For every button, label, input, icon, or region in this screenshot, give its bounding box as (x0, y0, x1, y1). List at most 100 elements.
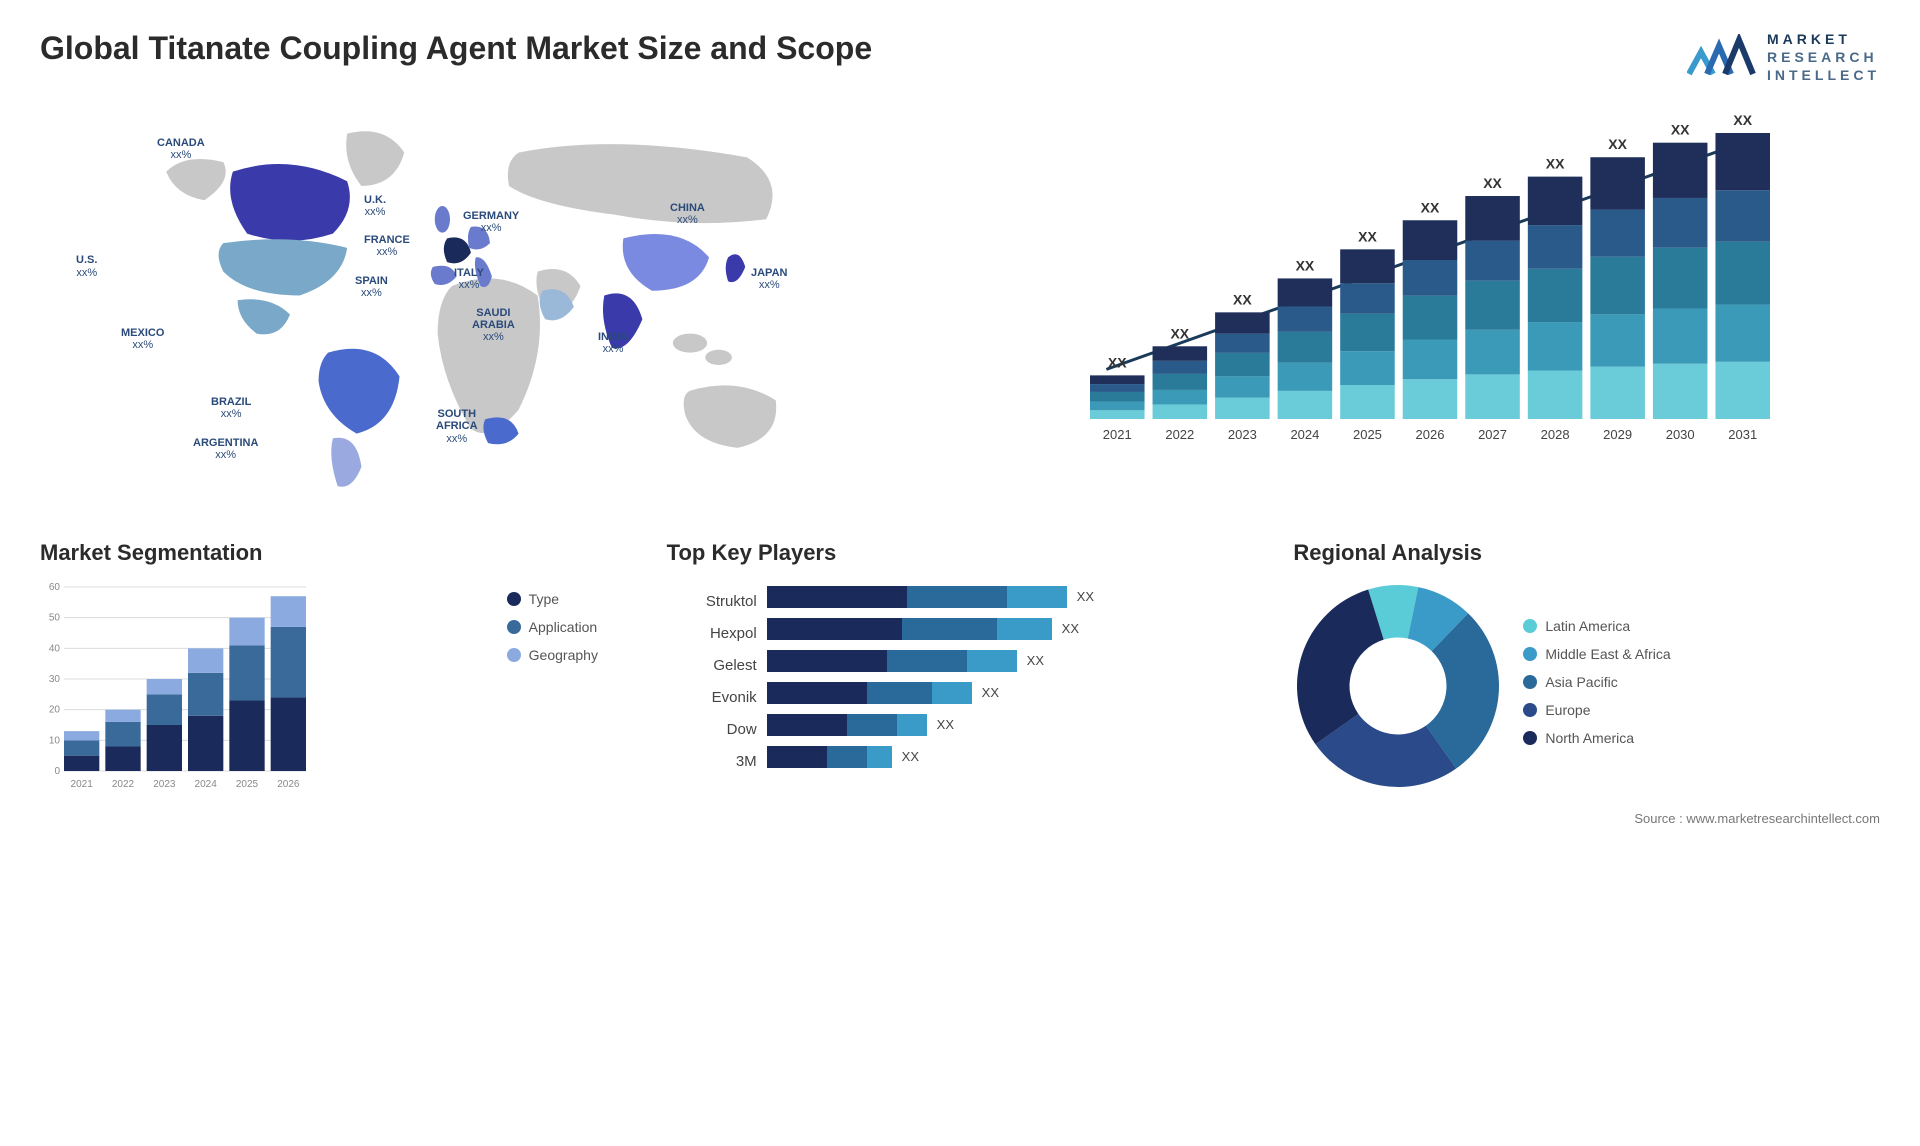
map-label: U.S.xx% (76, 254, 97, 278)
player-bar-segment (967, 650, 1017, 672)
world-map-section: CANADAxx%U.S.xx%MEXICOxx%BRAZILxx%ARGENT… (40, 105, 940, 510)
source-text: Source : www.marketresearchintellect.com (40, 811, 1880, 826)
legend-dot (1523, 731, 1537, 745)
svg-text:2025: 2025 (236, 779, 259, 790)
page-title: Global Titanate Coupling Agent Market Si… (40, 30, 872, 67)
svg-text:2023: 2023 (153, 779, 176, 790)
svg-text:2025: 2025 (1353, 427, 1382, 442)
regional-legend: Latin America Middle East & Africa Asia Pa… (1523, 618, 1880, 758)
legend-dot (1523, 675, 1537, 689)
legend-label: Europe (1545, 702, 1590, 718)
svg-text:XX: XX (1608, 136, 1627, 152)
player-row: XX (767, 645, 1254, 677)
player-bar (767, 618, 1052, 640)
donut-chart (1293, 581, 1503, 791)
map-label: SOUTHAFRICAxx% (436, 408, 478, 444)
svg-text:2021: 2021 (1103, 427, 1132, 442)
players-bars: XXXXXXXXXXXX (767, 581, 1254, 778)
player-bar (767, 650, 1017, 672)
logo-text: MARKET RESEARCH INTELLECT (1767, 30, 1880, 85)
player-bar-segment (902, 618, 997, 640)
player-value: XX (982, 685, 999, 700)
svg-text:2026: 2026 (277, 779, 300, 790)
svg-text:XX: XX (1358, 228, 1377, 244)
logo-line2: RESEARCH (1767, 48, 1880, 66)
svg-text:2022: 2022 (112, 779, 135, 790)
map-label: ITALYxx% (454, 267, 484, 291)
legend-item: Geography (507, 647, 627, 663)
player-name: Gelest (667, 650, 757, 682)
svg-text:2021: 2021 (71, 779, 94, 790)
player-bar-segment (897, 714, 927, 736)
player-bar-segment (997, 618, 1052, 640)
player-bar-segment (887, 650, 967, 672)
segmentation-title: Market Segmentation (40, 540, 627, 566)
map-label: U.K.xx% (364, 194, 386, 218)
player-row: XX (767, 581, 1254, 613)
player-value: XX (1062, 621, 1079, 636)
player-row: XX (767, 613, 1254, 645)
player-bar-segment (767, 746, 827, 768)
player-bar (767, 682, 972, 704)
player-bar-segment (847, 714, 897, 736)
svg-text:2029: 2029 (1603, 427, 1632, 442)
map-label: BRAZILxx% (211, 396, 251, 420)
svg-text:XX: XX (1296, 257, 1315, 273)
map-label: INDIAxx% (598, 331, 628, 355)
svg-text:XX: XX (1546, 155, 1565, 171)
player-row: XX (767, 677, 1254, 709)
legend-item: Application (507, 619, 627, 635)
map-label: CANADAxx% (157, 137, 205, 161)
logo-icon (1687, 34, 1757, 80)
player-value: XX (1027, 653, 1044, 668)
segmentation-chart: 0102030405060202120222023202420252026 (40, 581, 310, 791)
svg-text:10: 10 (49, 735, 61, 746)
svg-text:20: 20 (49, 704, 61, 715)
legend-label: Middle East & Africa (1545, 646, 1670, 662)
svg-text:2028: 2028 (1541, 427, 1570, 442)
legend-item: North America (1523, 730, 1880, 746)
segmentation-panel: Market Segmentation 01020304050602021202… (40, 540, 627, 796)
player-name: Struktol (667, 586, 757, 618)
legend-label: North America (1545, 730, 1634, 746)
main-bar-chart-section: XX2021XX2022XX2023XX2024XX2025XX2026XX20… (980, 105, 1880, 510)
logo-line3: INTELLECT (1767, 66, 1880, 84)
legend-item: Middle East & Africa (1523, 646, 1880, 662)
legend-label: Type (529, 591, 559, 607)
legend-dot (507, 648, 521, 662)
map-label: JAPANxx% (751, 267, 787, 291)
legend-item: Type (507, 591, 627, 607)
svg-text:XX: XX (1233, 291, 1252, 307)
legend-item: Latin America (1523, 618, 1880, 634)
legend-label: Asia Pacific (1545, 674, 1617, 690)
svg-text:2026: 2026 (1416, 427, 1445, 442)
svg-text:XX: XX (1483, 175, 1502, 191)
map-label: SAUDIARABIAxx% (472, 307, 515, 343)
map-label: CHINAxx% (670, 202, 705, 226)
svg-text:2030: 2030 (1666, 427, 1695, 442)
players-title: Top Key Players (667, 540, 1254, 566)
regional-panel: Regional Analysis Latin AmericaMiddle Ea… (1293, 540, 1880, 796)
map-label: FRANCExx% (364, 234, 410, 258)
legend-item: Europe (1523, 702, 1880, 718)
player-bar-segment (767, 682, 867, 704)
players-panel: Top Key Players StruktolHexpolGelestEvon… (667, 540, 1254, 796)
player-bar-segment (867, 746, 892, 768)
svg-text:XX: XX (1421, 199, 1440, 215)
player-bar-segment (867, 682, 932, 704)
brand-logo: MARKET RESEARCH INTELLECT (1687, 30, 1880, 85)
svg-text:2024: 2024 (195, 779, 218, 790)
legend-dot (507, 620, 521, 634)
player-value: XX (1077, 589, 1094, 604)
legend-dot (1523, 647, 1537, 661)
svg-text:0: 0 (54, 766, 60, 777)
player-bar-segment (767, 714, 847, 736)
svg-text:XX: XX (1170, 325, 1189, 341)
player-bar-segment (932, 682, 972, 704)
player-value: XX (902, 749, 919, 764)
legend-dot (1523, 703, 1537, 717)
legend-item: Asia Pacific (1523, 674, 1880, 690)
player-bar-segment (827, 746, 867, 768)
player-name: Hexpol (667, 618, 757, 650)
player-bar-segment (767, 650, 887, 672)
